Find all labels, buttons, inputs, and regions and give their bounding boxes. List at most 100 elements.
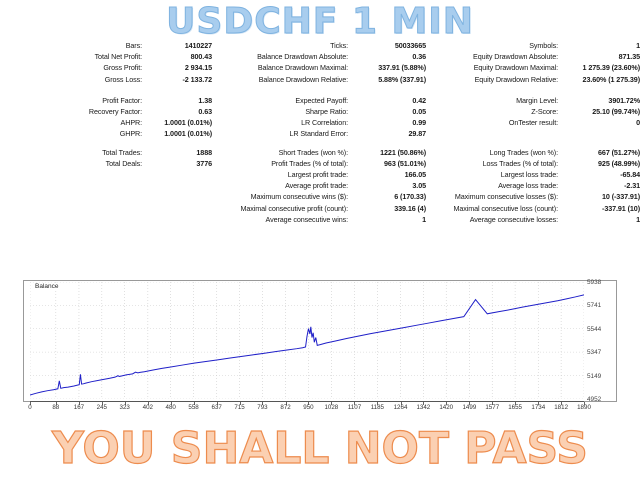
chart-x-tick (262, 402, 264, 405)
chart-x-tick (515, 402, 517, 405)
stat-value: 166.05 (404, 169, 426, 179)
stat-label: Total Net Profit: (94, 52, 143, 62)
stat-cell: Bars: 1410227 (0, 41, 212, 50)
chart-y-axis-labels: 4952 5149 5347 5544 5741 5938 (587, 279, 633, 403)
stat-row: Average profit trade: 3.05 Average loss tr… (0, 180, 640, 191)
chart-x-tick-label: 323 (119, 404, 130, 411)
stat-label: Ticks: (330, 41, 348, 51)
stat-cell: Average consecutive wins: 1 (212, 215, 427, 224)
stat-cell: AHPR: 1.0001 (0.01%) (0, 118, 213, 128)
stat-value: 667 (51.27%) (598, 147, 640, 157)
stat-value: 3.05 (412, 181, 426, 191)
stat-value: 23.60% (1 275.39) (582, 74, 640, 84)
stat-label: Largest loss trade: (500, 169, 558, 179)
stat-value: 1.38 (198, 95, 212, 105)
page-title: USDCHF 1 MIN (166, 1, 474, 42)
stat-value: 0.05 (412, 107, 426, 117)
chart-x-tick (285, 402, 287, 405)
chart-x-tick (239, 402, 241, 405)
stat-value: 1888 (196, 147, 212, 157)
stat-row: Total Deals: 3776 Profit Trades (% of tota… (0, 158, 640, 169)
stat-label: Gross Loss: (104, 74, 142, 84)
stat-cell: Equity Drawdown Relative: 23.60% (1 275.3… (426, 75, 640, 84)
stat-value: 6 (170.33) (394, 192, 426, 202)
chart-x-tick (469, 402, 471, 405)
stat-label: Sharpe Ratio: (305, 107, 348, 117)
statistics-table: Bars: 1410227 Ticks: 50033665 Symbols: 1 Total… (0, 40, 640, 225)
chart-x-tick (354, 402, 356, 405)
chart-x-tick-label: 1420 (439, 404, 454, 411)
stat-row: Maximal consecutive profit (count): 339.1… (0, 202, 640, 213)
chart-x-tick-label: 637 (211, 404, 222, 411)
chart-x-tick-label: 872 (280, 404, 291, 411)
stat-label: Balance Drawdown Maximal: (257, 63, 348, 73)
stat-cell: Maximum consecutive wins ($): 6 (170.33) (212, 192, 426, 201)
chart-x-tick-label: 167 (73, 404, 85, 411)
stat-cell: Equity Drawdown Maximal: 1 275.39 (23.60%… (426, 63, 640, 72)
stat-label: Equity Drawdown Relative: (474, 74, 558, 84)
stat-value: 3776 (196, 158, 212, 168)
stat-group-spacer (0, 140, 640, 147)
stat-cell: Long Trades (won %): 667 (51.27%) (426, 148, 640, 157)
chart-x-tick-label: 1264 (393, 404, 408, 411)
stat-row: Total Trades: 1888 Short Trades (won %): 12… (0, 147, 640, 158)
stat-cell: Ticks: 50033665 (212, 41, 426, 50)
stat-value: 0.63 (198, 107, 212, 117)
stat-cell: Gross Loss: -2 133.72 (0, 75, 212, 84)
stat-cell: Z-Score: 25.10 (99.74%) (426, 107, 640, 116)
chart-x-tick-label: 793 (257, 404, 268, 411)
stat-cell: Profit Trades (% of total): 963 (51.01%) (212, 159, 426, 168)
stat-label: LR Correlation: (301, 118, 348, 128)
stat-value: 25.10 (99.74%) (592, 107, 640, 117)
stat-cell: Maximal consecutive loss (count): -337.91… (426, 204, 640, 213)
chart-x-tick (561, 402, 563, 405)
chart-legend-balance: Balance (33, 283, 61, 290)
chart-x-tick (492, 402, 494, 405)
stat-cell: Sharpe Ratio: 0.05 (212, 107, 426, 116)
chart-y-tick-label: 4952 (587, 396, 602, 403)
stat-label: Loss Trades (% of total): (482, 158, 559, 168)
stat-value: 925 (48.99%) (598, 158, 640, 168)
chart-x-tick-label: 1342 (416, 404, 431, 411)
stat-label: Average consecutive losses: (469, 214, 558, 224)
stat-cell: Balance Drawdown Relative: 5.88% (337.91) (212, 75, 426, 84)
chart-y-tick-label: 5149 (587, 372, 602, 380)
stat-cell: Maximum consecutive losses ($): 10 (-337.… (426, 192, 640, 201)
stat-cell: LR Standard Error: 29.87 (212, 129, 426, 138)
stat-label: Total Trades: (102, 147, 142, 157)
stat-value: -2.31 (624, 181, 640, 191)
chart-x-tick-label: 558 (188, 404, 199, 411)
stat-value: 1 275.39 (23.60%) (582, 63, 640, 73)
stat-cell: Margin Level: 3901.72% (426, 96, 640, 105)
chart-x-tick (377, 402, 379, 405)
chart-x-tick (78, 402, 80, 405)
chart-y-tick-label: 5741 (587, 302, 602, 310)
stat-value: 0.99 (412, 118, 426, 128)
stat-value: 1.0001 (0.01%) (164, 129, 212, 139)
stat-label: Balance Drawdown Relative: (258, 74, 348, 84)
stat-label: AHPR: (120, 118, 143, 128)
stat-label: Average profit trade: (285, 181, 348, 191)
chart-x-tick-label: 1107 (347, 404, 362, 411)
stat-value: 0.42 (412, 95, 426, 105)
chart-x-tick-label: 1890 (577, 404, 591, 411)
stat-label: Profit Trades (% of total): (271, 158, 348, 168)
stat-cell: Balance Drawdown Absolute: 0.36 (212, 52, 426, 61)
chart-x-tick (30, 402, 31, 405)
stat-value: 0 (636, 118, 640, 128)
chart-y-tick-label: 5938 (587, 279, 602, 286)
stat-value: 337.91 (5.88%) (378, 63, 426, 73)
stat-cell: OnTester result: 0 (426, 118, 640, 127)
stat-label: Short Trades (won %): (278, 147, 349, 157)
chart-x-axis-line (30, 401, 584, 402)
chart-x-tick-label: 1185 (370, 404, 384, 411)
chart-x-tick (331, 402, 333, 405)
chart-x-tick-label: 715 (234, 404, 245, 411)
stat-label: Balance Drawdown Absolute: (257, 52, 348, 62)
chart-y-tick-label: 5347 (587, 349, 602, 357)
stat-value: 339.16 (4) (394, 203, 426, 213)
chart-x-tick (124, 402, 126, 405)
stat-value: 0.36 (412, 52, 426, 62)
stat-row: Profit Factor: 1.38 Expected Payoff: 0.42 Ma… (0, 95, 640, 106)
stat-label: Total Deals: (105, 158, 142, 168)
